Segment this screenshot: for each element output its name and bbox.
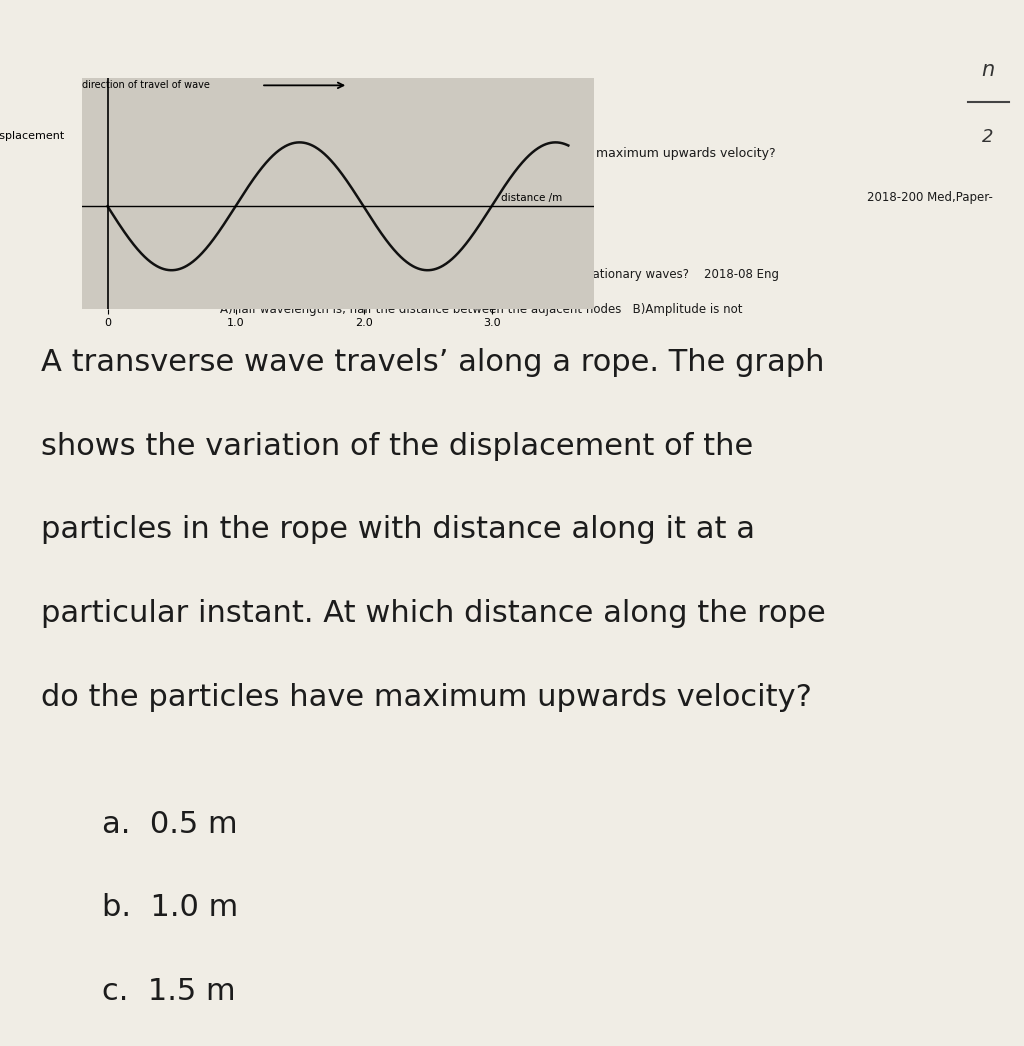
Text: 2: 2 — [982, 128, 994, 145]
Text: n: n — [982, 60, 994, 79]
Text: a.  0.5 m: a. 0.5 m — [102, 810, 238, 839]
Text: shows the variation of the displacement of the: shows the variation of the displacement … — [41, 432, 754, 460]
Text: displacement: displacement — [0, 131, 65, 141]
Text: c.  1.5 m: c. 1.5 m — [102, 977, 236, 1006]
Text: particles in the rope with distance along it at a: particles in the rope with distance alon… — [41, 516, 755, 544]
Text: distance /m: distance /m — [501, 194, 562, 203]
Text: A)0.5 m    B)1.0 m       C)1.5 m      D)2.0 m: A)0.5 m B)1.0 m C)1.5 m D)2.0 m — [296, 229, 564, 243]
Text: direction of travel of wave: direction of travel of wave — [82, 81, 210, 90]
Text: b.  1.0 m: b. 1.0 m — [102, 893, 239, 923]
Text: A transverse wave travels’ along a rope. The graph: A transverse wave travels’ along a rope.… — [41, 348, 824, 378]
Text: particular instant. At which distance along the rope: particular instant. At which distance al… — [41, 599, 825, 628]
Text: A)Half wavelength is, half the distance between the adjacent nodes   B)Amplitude: A)Half wavelength is, half the distance … — [220, 303, 742, 316]
Text: 2018-200 Med,Paper-: 2018-200 Med,Paper- — [867, 191, 993, 204]
Text: At which distance along the rope do the particles have maximum upwards velocity?: At which distance along the rope do the … — [249, 146, 775, 160]
Text: 23.   Which one of the following is not a characteristic of stationary waves?   : 23. Which one of the following is not a … — [245, 268, 779, 281]
Text: do the particles have maximum upwards velocity?: do the particles have maximum upwards ve… — [41, 683, 812, 711]
